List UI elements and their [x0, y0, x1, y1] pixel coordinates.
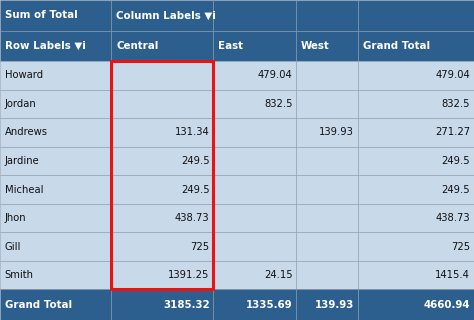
Bar	[111, 204, 213, 232]
Text: Grand Total: Grand Total	[5, 300, 72, 310]
Text: 1335.69: 1335.69	[246, 300, 292, 310]
Bar	[213, 204, 296, 232]
Bar	[358, 118, 474, 147]
Bar	[213, 232, 296, 261]
Text: 725: 725	[451, 242, 470, 252]
Bar	[296, 90, 358, 118]
Text: 139.93: 139.93	[315, 300, 354, 310]
Bar	[111, 147, 213, 175]
Bar	[111, 0, 213, 30]
Bar	[213, 90, 296, 118]
Bar	[111, 290, 213, 320]
Bar	[111, 232, 213, 261]
Bar	[0, 61, 111, 90]
Bar	[111, 118, 213, 147]
Text: 271.27: 271.27	[435, 127, 470, 138]
Bar	[213, 175, 296, 204]
Text: 249.5: 249.5	[181, 156, 210, 166]
Bar	[296, 30, 358, 61]
Text: Central: Central	[116, 41, 158, 51]
Text: Column Labels ▼i: Column Labels ▼i	[116, 10, 216, 20]
Bar	[296, 204, 358, 232]
Bar	[0, 118, 111, 147]
Bar	[111, 30, 213, 61]
Text: Micheal: Micheal	[5, 185, 43, 195]
Bar	[296, 261, 358, 290]
Bar	[111, 261, 213, 290]
Text: Andrews: Andrews	[5, 127, 48, 138]
Bar	[0, 147, 111, 175]
Bar	[358, 90, 474, 118]
Text: 131.34: 131.34	[175, 127, 210, 138]
Text: 438.73: 438.73	[436, 213, 470, 223]
Bar	[111, 90, 213, 118]
Bar	[213, 61, 296, 90]
Text: Jhon: Jhon	[5, 213, 27, 223]
Bar	[213, 118, 296, 147]
Text: 24.15: 24.15	[264, 270, 292, 280]
Text: Gill: Gill	[5, 242, 21, 252]
Bar	[358, 147, 474, 175]
Text: Jardine: Jardine	[5, 156, 39, 166]
Bar	[296, 147, 358, 175]
Text: East: East	[218, 41, 243, 51]
Text: 249.5: 249.5	[442, 185, 470, 195]
Text: 438.73: 438.73	[175, 213, 210, 223]
Bar	[296, 118, 358, 147]
Bar	[358, 175, 474, 204]
Text: 1415.4: 1415.4	[435, 270, 470, 280]
Text: Sum of Total: Sum of Total	[5, 10, 77, 20]
Bar	[296, 232, 358, 261]
Bar	[358, 204, 474, 232]
Bar	[111, 61, 213, 290]
Text: Grand Total: Grand Total	[363, 41, 430, 51]
Bar	[358, 261, 474, 290]
Bar	[296, 175, 358, 204]
Bar	[213, 30, 296, 61]
Text: 832.5: 832.5	[442, 99, 470, 109]
Text: 479.04: 479.04	[436, 70, 470, 80]
Bar	[0, 232, 111, 261]
Text: 832.5: 832.5	[264, 99, 292, 109]
Bar	[111, 175, 213, 204]
Text: 139.93: 139.93	[319, 127, 354, 138]
Text: 4660.94: 4660.94	[424, 300, 470, 310]
Text: 249.5: 249.5	[442, 156, 470, 166]
Bar	[0, 0, 111, 30]
Text: Smith: Smith	[5, 270, 34, 280]
Bar	[0, 290, 111, 320]
Text: 725: 725	[191, 242, 210, 252]
Bar	[0, 204, 111, 232]
Text: 479.04: 479.04	[258, 70, 292, 80]
Bar	[0, 90, 111, 118]
Bar	[296, 61, 358, 90]
Bar	[0, 261, 111, 290]
Text: West: West	[301, 41, 330, 51]
Bar	[213, 290, 296, 320]
Bar	[358, 232, 474, 261]
Bar	[358, 0, 474, 30]
Bar	[213, 261, 296, 290]
Text: Howard: Howard	[5, 70, 43, 80]
Text: 3185.32: 3185.32	[163, 300, 210, 310]
Bar	[213, 147, 296, 175]
Text: Jordan: Jordan	[5, 99, 36, 109]
Bar	[0, 30, 111, 61]
Bar	[296, 290, 358, 320]
Bar	[358, 30, 474, 61]
Bar	[111, 61, 213, 90]
Bar	[213, 0, 296, 30]
Bar	[0, 175, 111, 204]
Text: 1391.25: 1391.25	[168, 270, 210, 280]
Bar	[358, 61, 474, 90]
Bar	[296, 0, 358, 30]
Bar	[358, 290, 474, 320]
Text: 249.5: 249.5	[181, 185, 210, 195]
Text: Row Labels ▼i: Row Labels ▼i	[5, 41, 86, 51]
